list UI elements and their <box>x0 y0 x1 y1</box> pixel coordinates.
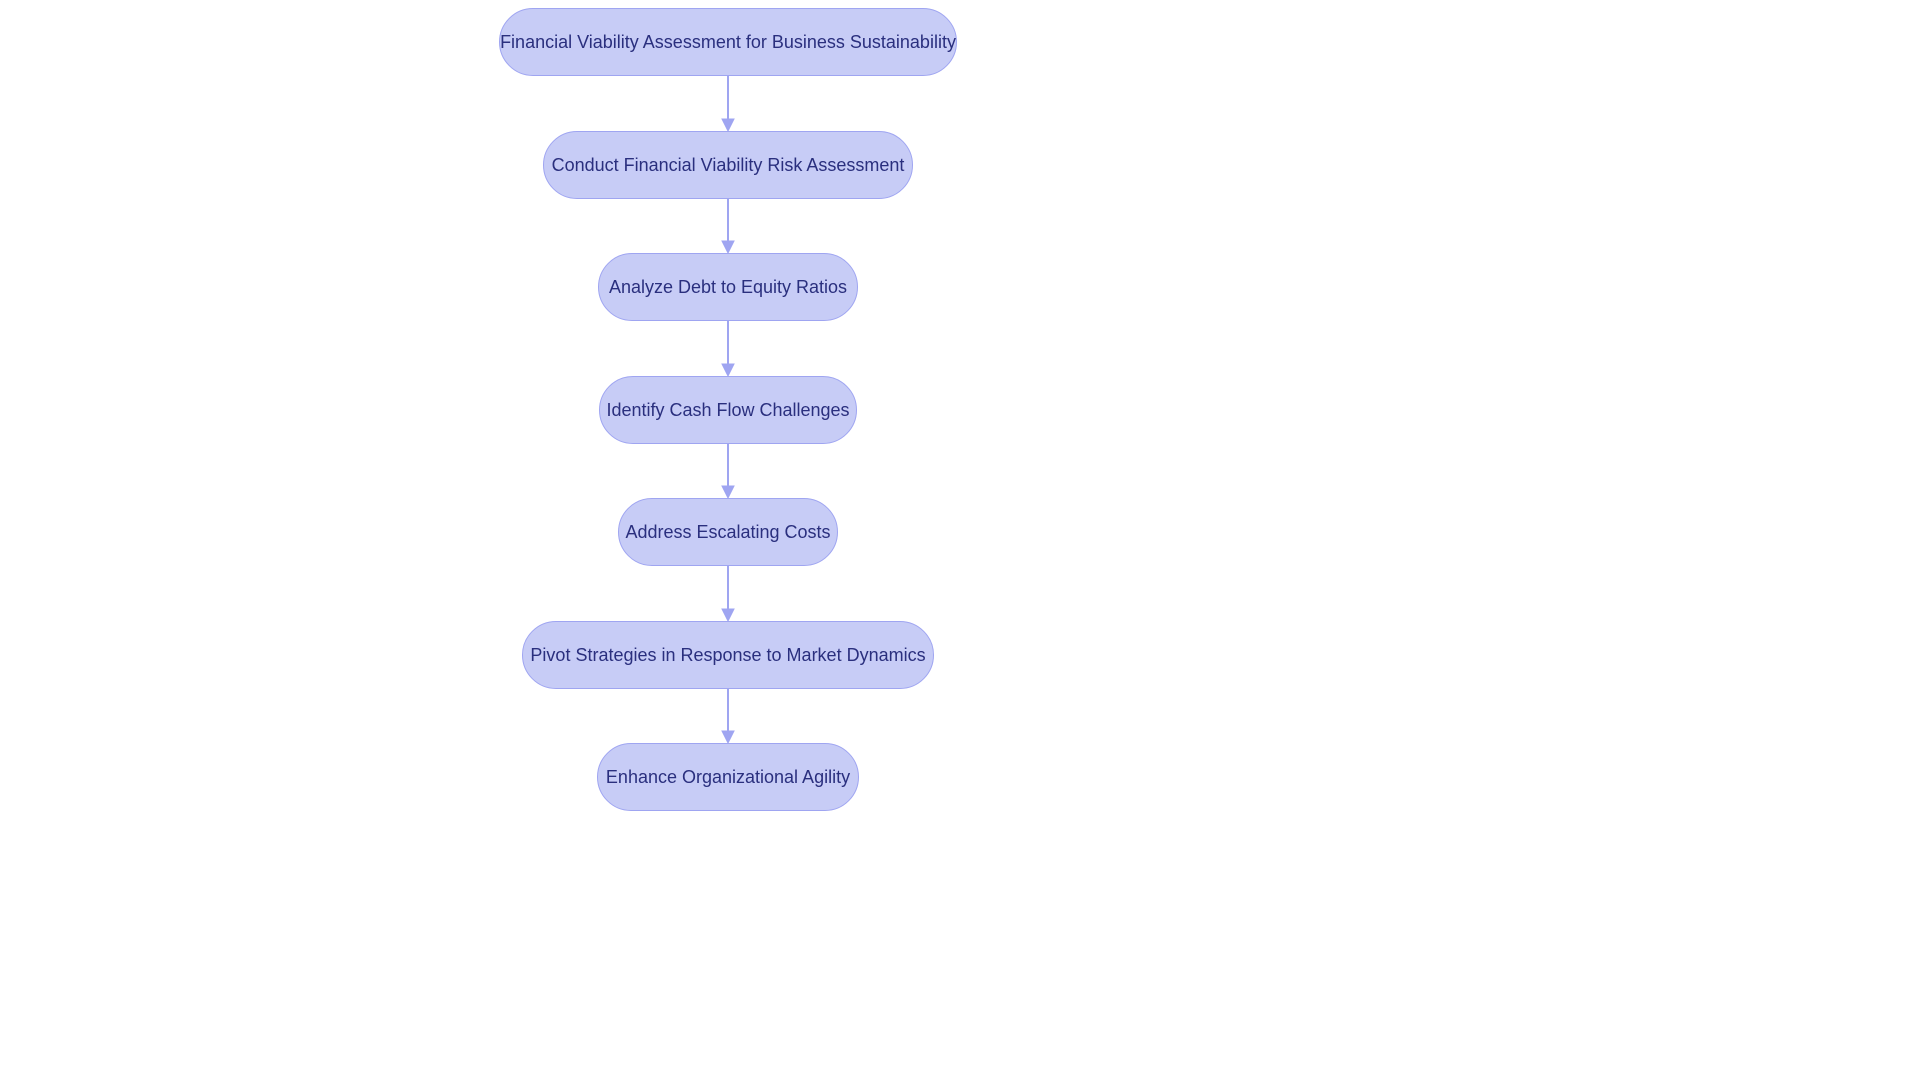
node-label: Identify Cash Flow Challenges <box>606 400 849 421</box>
flowchart-edge <box>716 321 740 376</box>
flowchart-node: Enhance Organizational Agility <box>597 743 859 811</box>
flowchart-edge <box>716 76 740 131</box>
flowchart-edge <box>716 199 740 253</box>
node-label: Financial Viability Assessment for Busin… <box>500 32 956 53</box>
flowchart-canvas: Financial Viability Assessment for Busin… <box>0 0 1920 1083</box>
flowchart-edge <box>716 689 740 743</box>
flowchart-edge <box>716 444 740 498</box>
node-label: Enhance Organizational Agility <box>606 767 850 788</box>
node-label: Conduct Financial Viability Risk Assessm… <box>552 155 905 176</box>
flowchart-edge <box>716 566 740 621</box>
flowchart-node: Pivot Strategies in Response to Market D… <box>522 621 934 689</box>
flowchart-node: Analyze Debt to Equity Ratios <box>598 253 858 321</box>
node-label: Pivot Strategies in Response to Market D… <box>530 645 925 666</box>
node-label: Address Escalating Costs <box>625 522 830 543</box>
flowchart-node: Financial Viability Assessment for Busin… <box>499 8 957 76</box>
node-label: Analyze Debt to Equity Ratios <box>609 277 847 298</box>
flowchart-node: Address Escalating Costs <box>618 498 838 566</box>
flowchart-node: Conduct Financial Viability Risk Assessm… <box>543 131 913 199</box>
flowchart-node: Identify Cash Flow Challenges <box>599 376 857 444</box>
